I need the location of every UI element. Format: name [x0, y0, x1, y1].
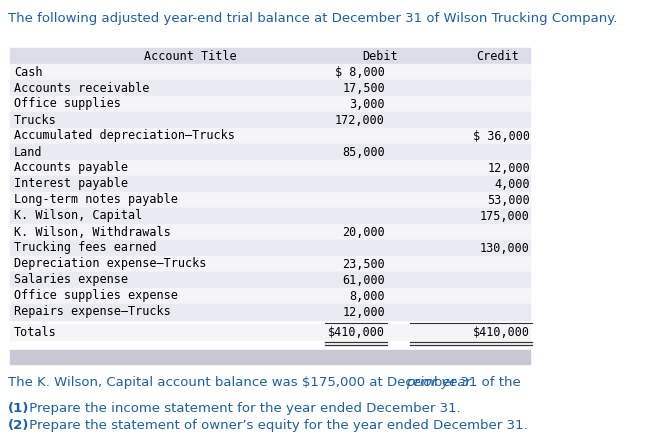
Text: prior year.: prior year.	[406, 376, 474, 389]
Text: 8,000: 8,000	[350, 290, 385, 303]
Text: Accumulated depreciation–Trucks: Accumulated depreciation–Trucks	[14, 129, 235, 142]
Text: Trucking fees earned: Trucking fees earned	[14, 242, 156, 255]
Text: K. Wilson, Withdrawals: K. Wilson, Withdrawals	[14, 226, 171, 239]
Text: The K. Wilson, Capital account balance was $175,000 at December 31 of the: The K. Wilson, Capital account balance w…	[8, 376, 525, 389]
Text: Accounts payable: Accounts payable	[14, 162, 128, 174]
Text: 12,000: 12,000	[342, 306, 385, 319]
Text: 53,000: 53,000	[487, 194, 530, 206]
Text: 12,000: 12,000	[487, 162, 530, 174]
Text: Long-term notes payable: Long-term notes payable	[14, 194, 178, 206]
Text: Trucks: Trucks	[14, 113, 57, 126]
Text: 23,500: 23,500	[342, 258, 385, 271]
Text: 172,000: 172,000	[335, 113, 385, 126]
Text: Repairs expense–Trucks: Repairs expense–Trucks	[14, 306, 171, 319]
Text: 85,000: 85,000	[342, 146, 385, 158]
Text: Salaries expense: Salaries expense	[14, 274, 128, 287]
Text: $410,000: $410,000	[328, 325, 385, 339]
Text: 3,000: 3,000	[350, 97, 385, 110]
Text: Totals: Totals	[14, 325, 57, 339]
Text: 61,000: 61,000	[342, 274, 385, 287]
Text: (1): (1)	[8, 402, 29, 415]
Text: 175,000: 175,000	[480, 210, 530, 222]
Text: Accounts receivable: Accounts receivable	[14, 81, 149, 94]
Text: 4,000: 4,000	[494, 178, 530, 190]
Text: $ 36,000: $ 36,000	[473, 129, 530, 142]
Text: Office supplies: Office supplies	[14, 97, 121, 110]
Text: Office supplies expense: Office supplies expense	[14, 290, 178, 303]
Text: 130,000: 130,000	[480, 242, 530, 255]
Text: (2): (2)	[8, 419, 29, 432]
Text: Depreciation expense–Trucks: Depreciation expense–Trucks	[14, 258, 206, 271]
Text: The following adjusted year-end trial balance at December 31 of Wilson Trucking : The following adjusted year-end trial ba…	[8, 12, 617, 25]
Text: Account Title: Account Title	[144, 49, 236, 62]
Text: Land: Land	[14, 146, 42, 158]
Text: 17,500: 17,500	[342, 81, 385, 94]
Text: 20,000: 20,000	[342, 226, 385, 239]
Text: $ 8,000: $ 8,000	[335, 65, 385, 78]
Text: K. Wilson, Capital: K. Wilson, Capital	[14, 210, 143, 222]
Text: Debit: Debit	[362, 49, 398, 62]
Text: Credit: Credit	[477, 49, 519, 62]
Text: Cash: Cash	[14, 65, 42, 78]
Text: Interest payable: Interest payable	[14, 178, 128, 190]
Text: $410,000: $410,000	[473, 325, 530, 339]
Text: Prepare the statement of owner’s equity for the year ended December 31.: Prepare the statement of owner’s equity …	[25, 419, 527, 432]
Text: Prepare the income statement for the year ended December 31.: Prepare the income statement for the yea…	[25, 402, 461, 415]
